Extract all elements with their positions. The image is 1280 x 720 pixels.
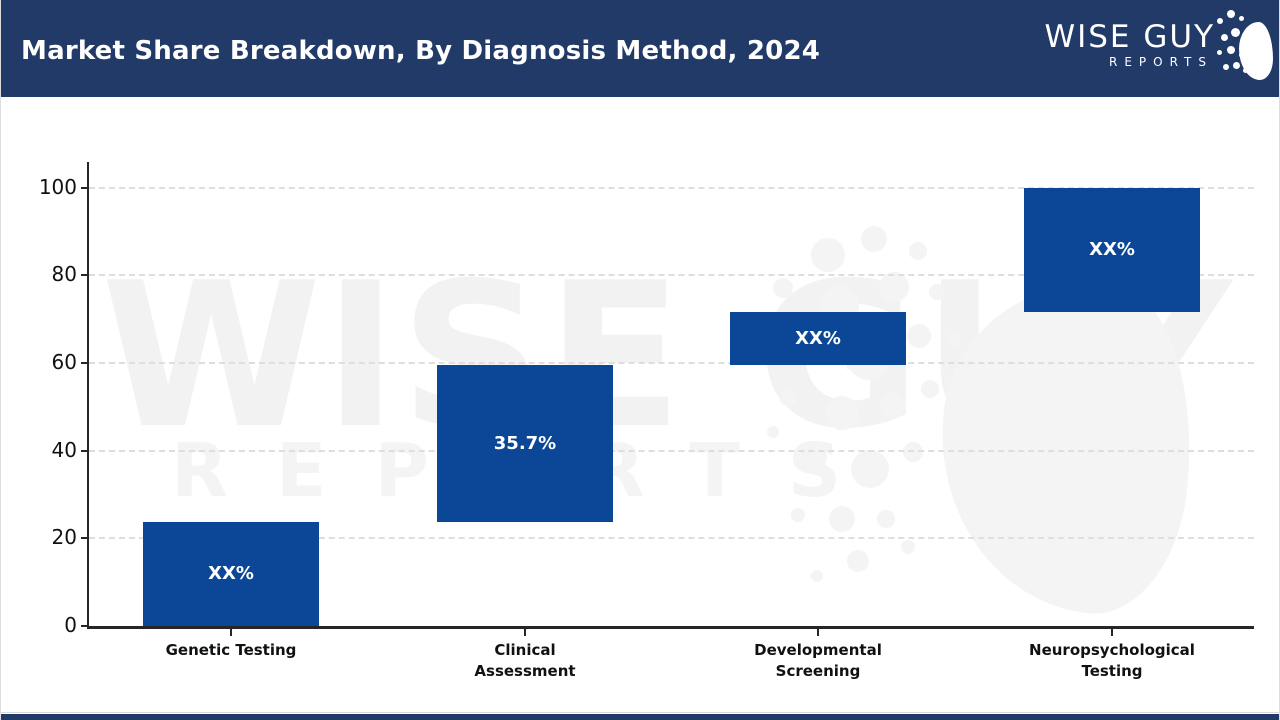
face-dot — [1231, 28, 1240, 37]
x-category-label-line: Assessment — [474, 662, 576, 680]
footer-divider — [1, 712, 1279, 713]
face-dot — [1243, 68, 1248, 73]
face-dot — [1227, 46, 1235, 54]
face-dot — [1221, 34, 1228, 41]
gridline-y-100 — [89, 186, 1254, 189]
x-category-label: Developmental Screening — [698, 640, 938, 682]
y-tick-label: 20 — [51, 525, 77, 550]
chart-title: Market Share Breakdown, By Diagnosis Met… — [21, 36, 821, 66]
face-dot — [811, 238, 845, 272]
bar-genetic-testing[interactable]: XX% — [143, 521, 319, 626]
bar-clinical-assessment[interactable]: 35.7% — [437, 365, 613, 522]
y-tick-mark — [81, 361, 88, 364]
face-dot — [877, 510, 895, 528]
gridline-y-60 — [89, 361, 1254, 364]
y-tick-label: 0 — [64, 613, 77, 637]
face-dot — [773, 278, 793, 298]
brand-logo: WISE GUY REPORTS — [1044, 20, 1215, 70]
footer-bar — [1, 714, 1279, 720]
face-dot — [1239, 52, 1245, 58]
face-dot — [909, 242, 927, 260]
y-tick-mark — [81, 274, 88, 277]
face-dot — [829, 506, 855, 532]
watermark-face-icon — [751, 220, 1221, 623]
face-dot — [1223, 64, 1229, 70]
face-dot — [921, 380, 939, 398]
x-category-label-line: Genetic Testing — [165, 641, 297, 659]
x-category-label: Clinical Assessment — [405, 640, 645, 682]
x-category-label: Genetic Testing — [111, 640, 351, 661]
y-tick-label: 80 — [51, 262, 77, 287]
face-dot — [901, 540, 915, 554]
x-tick-mark — [1111, 629, 1113, 636]
x-category-label-line: Screening — [775, 662, 861, 680]
face-dot — [1243, 32, 1249, 38]
face-dot — [767, 426, 779, 438]
face-dot — [947, 332, 961, 346]
header-bar: Market Share Breakdown, By Diagnosis Met… — [1, 0, 1279, 97]
x-tick-mark — [817, 629, 819, 636]
face-dot — [791, 508, 805, 522]
x-category-label-line: Neuropsychological — [1029, 641, 1195, 659]
face-dot — [847, 550, 869, 572]
y-axis-line — [87, 162, 89, 628]
x-axis-line — [87, 626, 1254, 629]
face-dot — [907, 324, 931, 348]
y-tick-label: 100 — [38, 174, 77, 199]
face-dot — [851, 450, 889, 488]
x-category-label-line: Testing — [1081, 662, 1143, 680]
face-dot — [825, 396, 859, 430]
brand-logo-wordmark: WISE GUY — [1044, 19, 1215, 55]
face-dot — [879, 272, 909, 302]
gridline-y-80 — [89, 274, 1254, 277]
face-dot — [903, 442, 923, 462]
y-tick-mark — [81, 625, 88, 627]
face-dot — [1233, 62, 1240, 69]
y-tick-mark — [81, 186, 88, 189]
y-tick-mark — [81, 537, 88, 540]
face-dot — [1217, 50, 1222, 55]
face-dot — [811, 570, 823, 582]
face-dot — [1227, 10, 1235, 18]
brand-face-icon — [1215, 8, 1273, 88]
bar-neuropsychological-testing[interactable]: XX% — [1024, 187, 1200, 313]
brand-logo-subtitle: REPORTS — [1108, 55, 1213, 69]
bar-value-label: XX% — [795, 328, 841, 350]
face-dot — [1217, 18, 1223, 24]
gridline-y-40 — [89, 449, 1254, 452]
gridline-y-20 — [89, 537, 1254, 540]
face-dot — [879, 392, 905, 418]
bar-value-label: XX% — [1089, 239, 1135, 261]
bar-developmental-screening[interactable]: XX% — [730, 312, 906, 366]
x-category-label-line: Clinical — [494, 641, 556, 659]
bar-value-label: XX% — [208, 563, 254, 585]
bar-value-label: 35.7% — [493, 432, 557, 454]
y-tick-mark — [81, 449, 88, 452]
x-tick-mark — [524, 629, 526, 636]
face-dot — [861, 226, 887, 252]
y-tick-label: 40 — [51, 437, 77, 462]
face-dot — [929, 284, 945, 300]
face-dot — [1239, 16, 1244, 21]
y-tick-label: 60 — [51, 349, 77, 374]
x-category-label: Neuropsychological Testing — [992, 640, 1232, 682]
watermark-face-silhouette — [924, 267, 1208, 623]
face-dot — [779, 388, 797, 406]
x-tick-mark — [230, 629, 232, 636]
x-category-label-line: Developmental — [754, 641, 882, 659]
